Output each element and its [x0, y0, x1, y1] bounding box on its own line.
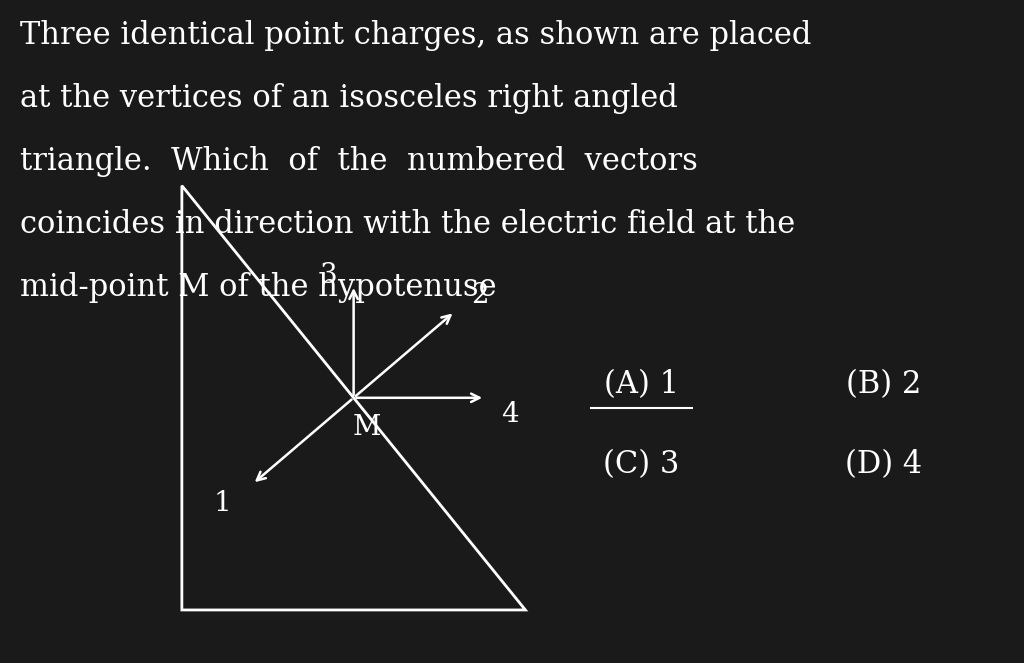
Text: (C) 3: (C) 3	[603, 449, 680, 479]
Text: Three identical point charges, as shown are placed: Three identical point charges, as shown …	[20, 20, 812, 51]
Text: mid-point M of the hypotenuse: mid-point M of the hypotenuse	[20, 272, 497, 303]
Text: 3: 3	[319, 262, 337, 288]
Text: 2: 2	[471, 282, 488, 308]
Text: at the vertices of an isosceles right angled: at the vertices of an isosceles right an…	[20, 83, 678, 114]
Text: 1: 1	[213, 491, 231, 517]
Text: M: M	[352, 414, 381, 441]
Text: (B) 2: (B) 2	[847, 369, 922, 400]
Text: (A) 1: (A) 1	[604, 369, 679, 400]
Text: triangle.  Which  of  the  numbered  vectors: triangle. Which of the numbered vectors	[20, 146, 698, 177]
Text: 4: 4	[502, 401, 519, 428]
Text: coincides in direction with the electric field at the: coincides in direction with the electric…	[20, 209, 796, 240]
Text: (D) 4: (D) 4	[846, 449, 923, 479]
